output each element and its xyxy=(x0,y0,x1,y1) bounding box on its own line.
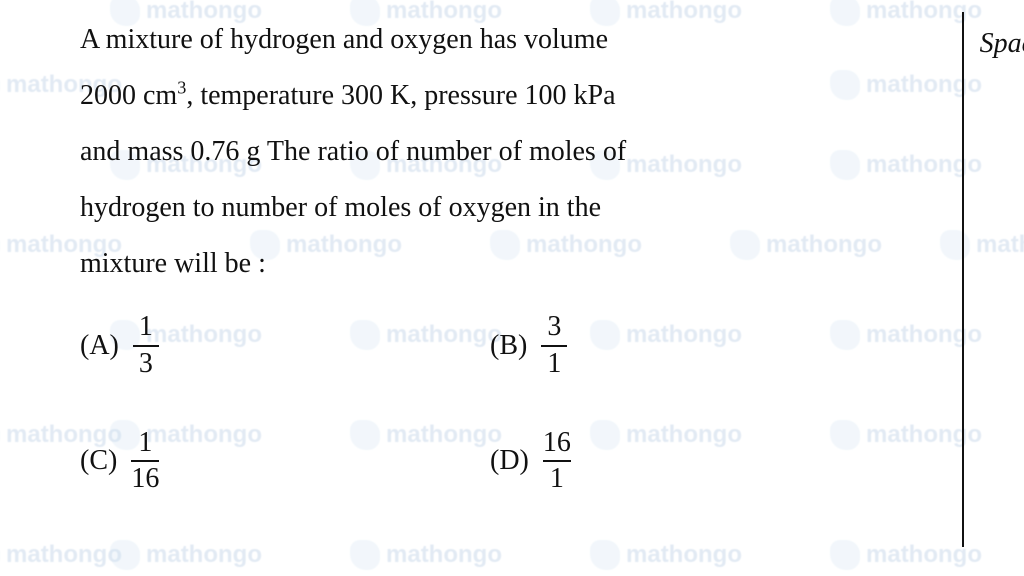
option-d-numerator: 16 xyxy=(543,428,571,459)
watermark-text: mathongo xyxy=(866,71,982,99)
question-line-3: and mass 0.76 g The ratio of number of m… xyxy=(80,136,626,167)
watermark-text: mathongo xyxy=(6,541,122,569)
option-c-fraction: 1 16 xyxy=(131,428,159,496)
option-d-fraction: 16 1 xyxy=(543,428,571,496)
fraction-bar xyxy=(133,345,159,347)
question-line-1: A mixture of hydrogen and oxygen has vol… xyxy=(80,24,608,55)
option-a-denominator: 3 xyxy=(139,349,153,380)
option-a-numerator: 1 xyxy=(139,312,153,343)
watermark-text: mathongo xyxy=(866,0,982,25)
fraction-bar xyxy=(541,345,567,347)
option-b-numerator: 3 xyxy=(547,312,561,343)
option-b-denominator: 1 xyxy=(547,349,561,380)
question-block: A mixture of hydrogen and oxygen has vol… xyxy=(0,0,880,495)
question-line-2-pre: 2000 cm xyxy=(80,80,177,111)
question-line-5: mixture will be : xyxy=(80,248,266,279)
option-c-label: (C) xyxy=(80,445,117,477)
option-b[interactable]: (B) 3 1 xyxy=(490,312,840,380)
question-line-2-post: , temperature 300 K, pressure 100 kPa xyxy=(186,80,615,111)
watermark-text: mathongo xyxy=(386,541,502,569)
option-c-denominator: 16 xyxy=(131,464,159,495)
watermark-text: mathongo xyxy=(866,321,982,349)
option-a-fraction: 1 3 xyxy=(133,312,159,380)
fraction-bar xyxy=(543,460,571,462)
option-c-numerator: 1 xyxy=(138,428,152,459)
watermark-text: mathongo xyxy=(146,541,262,569)
question-superscript: 3 xyxy=(177,78,186,98)
watermark-text: mathongo xyxy=(866,151,982,179)
option-d[interactable]: (D) 16 1 xyxy=(490,428,840,496)
question-line-4: hydrogen to number of moles of oxygen in… xyxy=(80,192,601,223)
option-a-label: (A) xyxy=(80,330,119,362)
option-a[interactable]: (A) 1 3 xyxy=(80,312,430,380)
option-b-fraction: 3 1 xyxy=(541,312,567,380)
option-b-label: (B) xyxy=(490,330,527,362)
watermark-text: mathongo xyxy=(626,541,742,569)
option-c[interactable]: (C) 1 16 xyxy=(80,428,430,496)
side-label: Spac xyxy=(980,28,1024,60)
option-d-label: (D) xyxy=(490,445,529,477)
vertical-divider xyxy=(962,12,964,547)
question-text: A mixture of hydrogen and oxygen has vol… xyxy=(80,12,840,292)
option-d-denominator: 1 xyxy=(550,464,564,495)
watermark-text: mathongo xyxy=(866,541,982,569)
options-grid: (A) 1 3 (B) 3 1 (C) 1 16 (D) xyxy=(80,312,840,495)
fraction-bar xyxy=(131,460,159,462)
watermark-text: mathongo xyxy=(976,231,1024,259)
watermark-text: mathongo xyxy=(866,421,982,449)
